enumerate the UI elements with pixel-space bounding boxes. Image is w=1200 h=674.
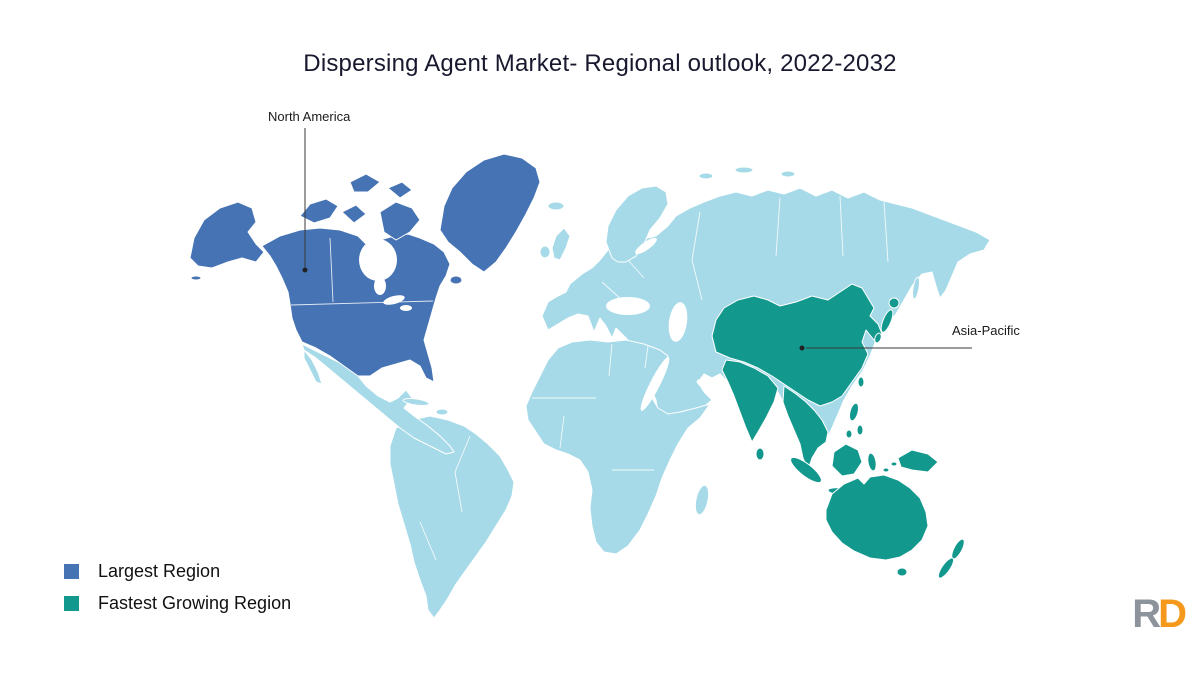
island-taiwan [857, 376, 865, 388]
island-sakhalin [911, 276, 921, 300]
legend-label-largest-region: Largest Region [98, 561, 221, 581]
legend-item-largest-region: Largest Region [64, 561, 291, 582]
island-new-zealand-south [937, 557, 955, 579]
island-arctic-canada-1 [299, 198, 339, 224]
landmass-baja [303, 349, 323, 385]
hudson-bay [359, 239, 397, 281]
caspian-sea [668, 302, 688, 342]
annotation-label-north-america: North America [268, 109, 351, 124]
brand-logo-letter-r: R [1132, 592, 1161, 636]
landmass-mexico-central-america [301, 343, 455, 455]
island-arctic-2 [734, 166, 754, 174]
island-japan-kyushu [874, 332, 882, 344]
landmass-indochina [782, 385, 829, 471]
brand-logo: RD [1132, 592, 1187, 636]
legend-label-fastest-growing-region: Fastest Growing Region [98, 593, 292, 613]
landmass-greenland [439, 153, 541, 273]
landmass-africa [525, 339, 711, 555]
annotation-leaders [302, 128, 972, 351]
landmass-canada-usa [261, 227, 451, 383]
country-border-lines [290, 195, 889, 561]
legend-swatch-fastest-growing-region [64, 596, 79, 611]
legend-swatch-largest-region [64, 564, 79, 579]
island-japan-hokkaido [888, 297, 900, 309]
black-sea [606, 297, 650, 315]
island-new-guinea [897, 449, 939, 473]
island-arctic-canada-2 [341, 204, 367, 224]
island-japan-honshu [880, 309, 894, 333]
island-aleutian [190, 275, 202, 281]
island-tasmania [896, 567, 908, 577]
north-america-leader-dot [302, 267, 308, 273]
island-hispaniola [435, 408, 449, 416]
island-philippines-2 [856, 424, 864, 436]
landmass-alaska [189, 201, 265, 269]
persian-gulf [696, 379, 710, 389]
landmass-south-america [389, 415, 515, 619]
red-sea [640, 357, 670, 411]
island-great-britain [551, 227, 571, 261]
island-sulawesi [867, 452, 877, 472]
island-moluccas-2 [890, 461, 898, 467]
james-bay [374, 277, 386, 295]
landmass-australia [825, 474, 929, 561]
landmass-scandinavia [605, 185, 669, 263]
island-baffin [379, 201, 421, 241]
island-arctic-3 [780, 170, 796, 178]
island-philippines-3 [845, 429, 853, 439]
island-sumatra [790, 456, 822, 484]
island-sri-lanka [755, 447, 765, 461]
island-madagascar [694, 484, 710, 516]
island-newfoundland [449, 275, 463, 285]
legend-item-fastest-growing-region: Fastest Growing Region [64, 593, 291, 614]
brand-logo-letter-d: D [1158, 592, 1187, 636]
island-iceland [547, 201, 565, 211]
sea-of-okhotsk [919, 281, 937, 303]
island-ellesmere [349, 173, 381, 193]
great-lakes-2 [400, 305, 412, 311]
page-title: Dispersing Agent Market- Regional outloo… [303, 50, 897, 77]
region-group-north-america [189, 153, 541, 383]
island-new-zealand-north [951, 538, 965, 560]
island-arctic-canada-3 [387, 181, 413, 199]
annotation-label-asia-pacific: Asia-Pacific [952, 323, 1020, 338]
asia-pacific-leader-dot [799, 345, 805, 351]
island-ireland [539, 245, 551, 259]
island-philippines-1 [848, 402, 860, 422]
island-arctic-1 [698, 172, 714, 180]
island-moluccas-1 [882, 467, 890, 473]
landmass-india [721, 359, 779, 443]
region-group-asia-pacific [711, 283, 965, 579]
legend: Largest Region Fastest Growing Region [64, 561, 291, 614]
island-borneo [831, 443, 863, 477]
baltic-sea [635, 237, 657, 255]
landmass-china [711, 283, 883, 407]
island-cuba [402, 398, 430, 406]
